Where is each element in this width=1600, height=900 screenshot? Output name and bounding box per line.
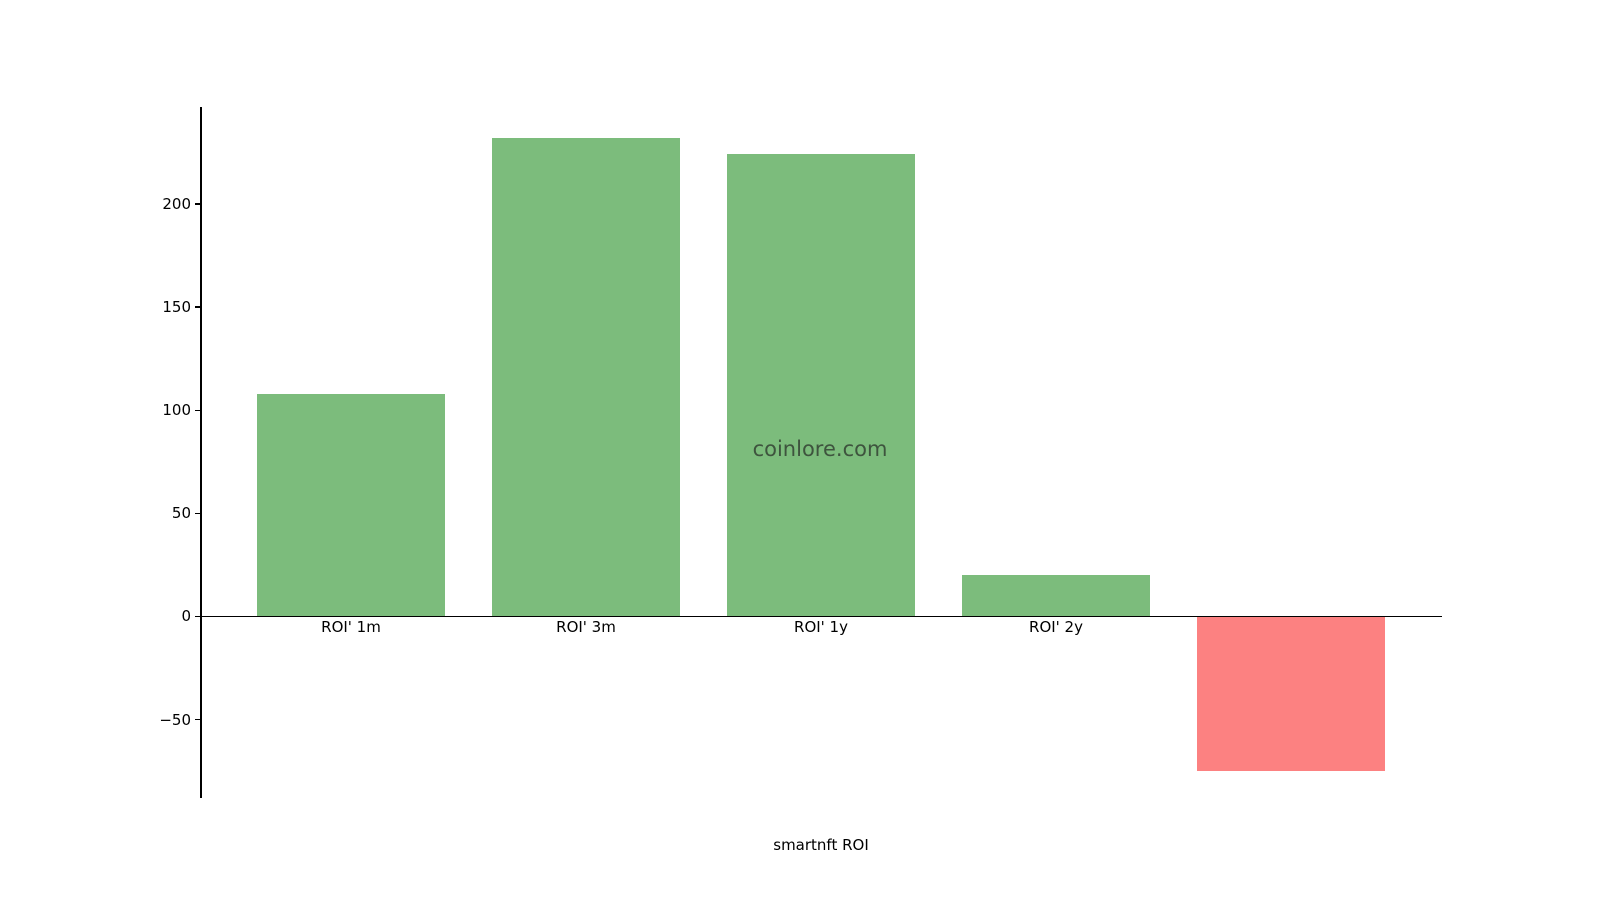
bar [492,137,680,617]
y-tick-label: 200 [162,194,191,213]
y-tick-label: 0 [181,607,191,626]
x-tick-label: ROI' 3m [556,618,616,637]
y-tick-mark [195,512,200,515]
bar [727,154,915,617]
bar [962,575,1150,617]
y-tick-label: 150 [162,298,191,317]
y-tick-mark [195,718,200,721]
x-tick-label: ROI' 1m [321,618,381,637]
y-tick-mark [195,409,200,411]
y-tick-label: −50 [159,710,191,729]
y-tick-mark [195,203,200,205]
y-axis-spine [200,107,202,798]
bar [257,393,445,617]
bar [1197,616,1385,772]
x-tick-label: ROI' 2y [1029,618,1083,637]
y-tick-mark [195,615,200,618]
y-tick-label: 100 [162,401,191,420]
y-tick-label: 50 [171,504,191,523]
chart-xlabel: smartnft ROI [773,836,869,854]
x-tick-label: ROI' 1y [794,618,848,637]
x-axis-zero-line [200,615,1442,618]
watermark-text: coinlore.com [752,437,888,461]
y-tick-mark [195,306,200,308]
